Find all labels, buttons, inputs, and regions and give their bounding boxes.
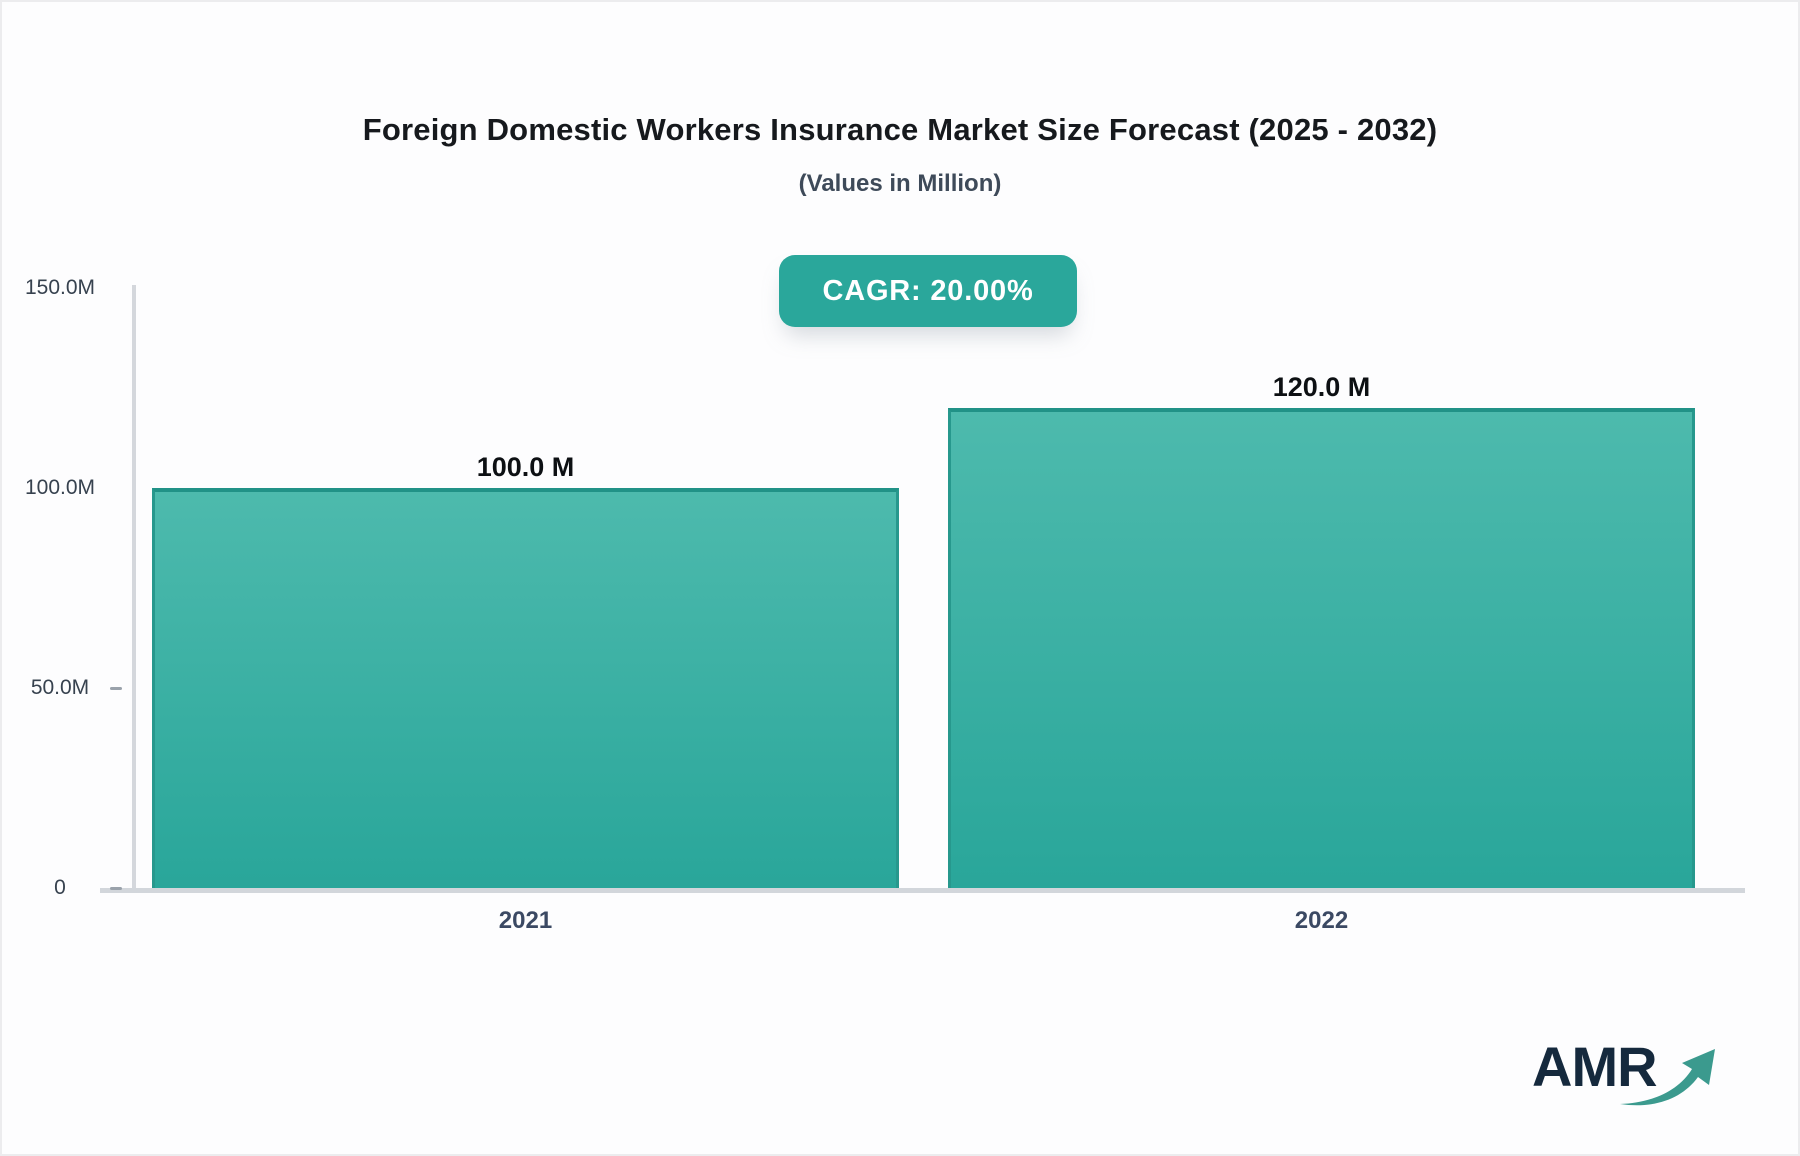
y-tick-label: 0 [54, 876, 66, 899]
amr-logo: AMR [1522, 1034, 1722, 1114]
x-axis-label-2021: 2021 [498, 907, 553, 934]
x-axis-label-2022: 2022 [1294, 907, 1349, 934]
cagr-badge: CAGR: 20.00% [779, 255, 1077, 327]
y-tick-label: 50.0M [30, 676, 90, 699]
y-tick-label: 100.0M [24, 476, 96, 499]
x-axis-line [100, 888, 1745, 893]
y-tick-label: 150.0M [24, 276, 96, 299]
bar-2022 [948, 408, 1695, 888]
amr-logo-text: AMR [1532, 1035, 1658, 1098]
chart-subtitle: (Values in Million) [798, 170, 1002, 197]
y-tick-dash [110, 887, 122, 890]
growth-arrow-icon [1620, 1049, 1715, 1106]
bar-2021 [152, 488, 899, 888]
y-axis-line [132, 285, 136, 890]
bar-value-label: 100.0 M [476, 452, 575, 482]
page-title: Foreign Domestic Workers Insurance Marke… [362, 112, 1438, 147]
bar-value-label: 120.0 M [1272, 372, 1371, 402]
y-tick-dash [110, 687, 122, 690]
